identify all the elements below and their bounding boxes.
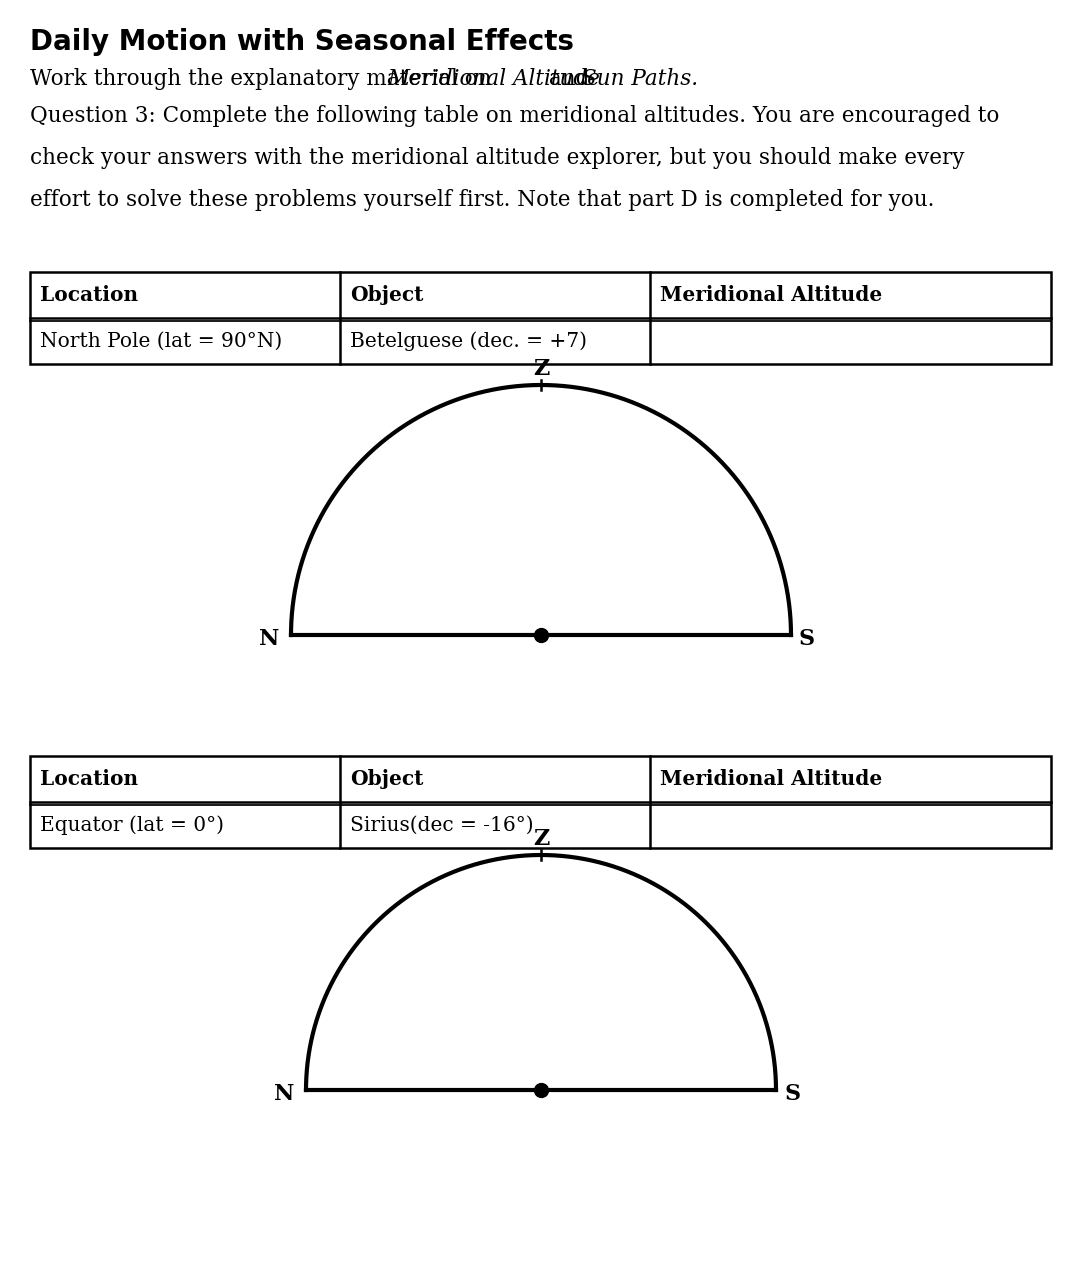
Bar [30, 271, 1051, 364]
Text: Location: Location [40, 285, 138, 305]
Bar [30, 756, 1051, 847]
Text: Betelguese (dec. = +7): Betelguese (dec. = +7) [350, 332, 587, 351]
Text: Equator (lat = 0°): Equator (lat = 0°) [40, 815, 224, 835]
Text: Daily Motion with Seasonal Effects: Daily Motion with Seasonal Effects [30, 28, 574, 56]
Text: Z: Z [533, 358, 549, 380]
Text: Meridional Altitude: Meridional Altitude [660, 285, 882, 305]
Text: North Pole (lat = 90°N): North Pole (lat = 90°N) [40, 332, 282, 351]
Text: and: and [542, 68, 597, 90]
Text: N: N [273, 1083, 294, 1105]
Text: Sirius(dec = -16°): Sirius(dec = -16°) [350, 815, 534, 835]
Text: Meridional Altitude: Meridional Altitude [387, 68, 600, 90]
Text: Question 3: Complete the following table on meridional altitudes. You are encour: Question 3: Complete the following table… [30, 105, 999, 127]
Text: effort to solve these problems yourself first. Note that part D is completed for: effort to solve these problems yourself … [30, 189, 934, 211]
Text: Object: Object [350, 769, 424, 788]
Text: Z: Z [533, 828, 549, 850]
Text: Meridional Altitude: Meridional Altitude [660, 769, 882, 788]
Text: Sun Paths.: Sun Paths. [582, 68, 698, 90]
Text: N: N [258, 628, 279, 650]
Text: Location: Location [40, 769, 138, 788]
Text: S: S [799, 628, 815, 650]
Text: check your answers with the meridional altitude explorer, but you should make ev: check your answers with the meridional a… [30, 147, 964, 169]
Text: S: S [784, 1083, 800, 1105]
Text: Object: Object [350, 285, 424, 305]
Text: Work through the explanatory material on: Work through the explanatory material on [30, 68, 498, 90]
